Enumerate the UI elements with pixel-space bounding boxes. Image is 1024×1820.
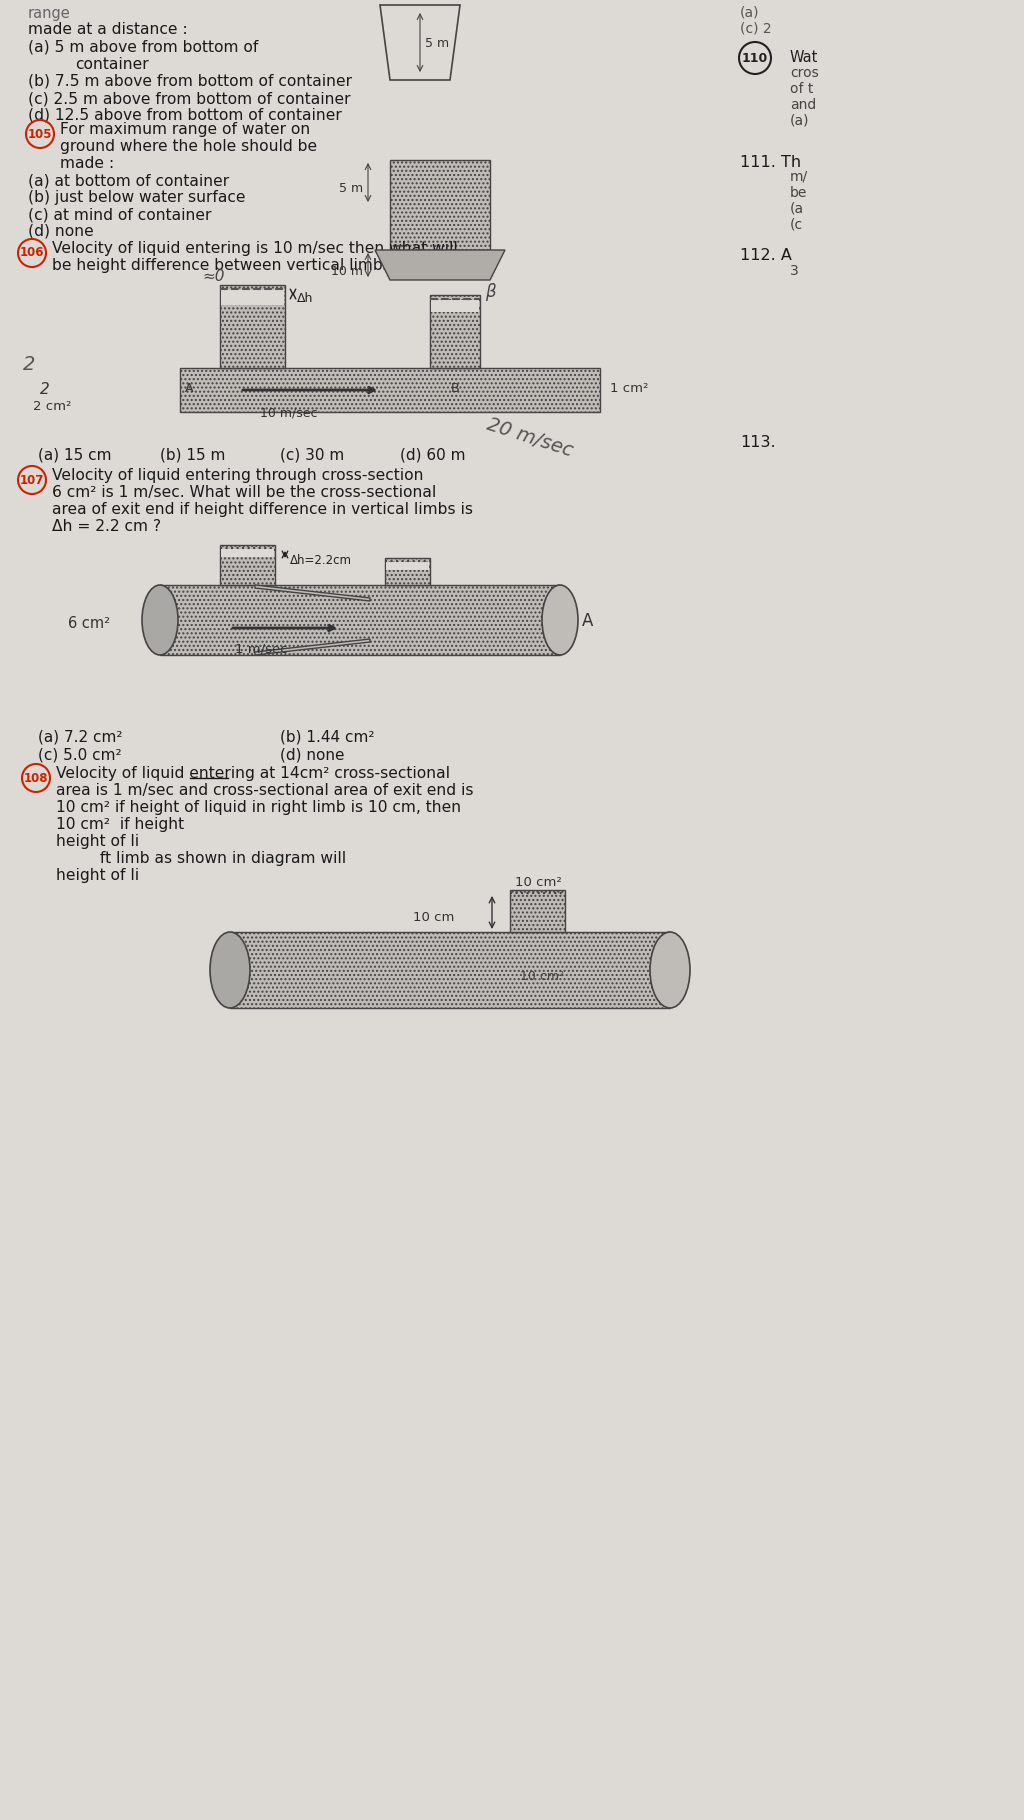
Text: (d) 12.5 above from bottom of container: (d) 12.5 above from bottom of container (28, 107, 342, 124)
Text: 10 m/sec: 10 m/sec (260, 406, 317, 419)
Text: β: β (485, 282, 496, 300)
Text: area of exit end if height difference in vertical limbs is: area of exit end if height difference in… (52, 502, 473, 517)
Text: 112. A: 112. A (740, 248, 792, 264)
Text: m/: m/ (790, 169, 808, 184)
Text: 2: 2 (40, 382, 50, 397)
Text: ground where the hole should be: ground where the hole should be (60, 138, 317, 155)
Text: Δh=2.2cm: Δh=2.2cm (290, 553, 352, 568)
Bar (220, 286, 285, 368)
Text: Velocity of liquid entering through cross-section: Velocity of liquid entering through cros… (52, 468, 424, 482)
Ellipse shape (0, 1660, 180, 1820)
Text: (c) at mind of container: (c) at mind of container (28, 207, 211, 222)
Text: Velocity of liquid entering at 14cm² cross-sectional: Velocity of liquid entering at 14cm² cro… (56, 766, 450, 781)
Bar (160, 584, 560, 655)
Text: of t: of t (790, 82, 813, 96)
Text: (b) 7.5 m above from bottom of container: (b) 7.5 m above from bottom of container (28, 75, 352, 89)
Ellipse shape (142, 584, 178, 655)
Text: 3: 3 (790, 264, 799, 278)
Text: (a): (a) (790, 115, 810, 127)
Text: A: A (582, 612, 593, 630)
Bar (230, 932, 670, 1008)
Text: 1 m/sec: 1 m/sec (234, 642, 288, 655)
Bar (510, 890, 565, 932)
Bar (431, 300, 479, 311)
Text: 2 cm²: 2 cm² (33, 400, 72, 413)
Text: ft limb as shown in diagram will: ft limb as shown in diagram will (56, 852, 346, 866)
Ellipse shape (650, 932, 690, 1008)
Text: 6 cm² is 1 m/sec. What will be the cross-sectional: 6 cm² is 1 m/sec. What will be the cross… (52, 484, 436, 500)
Bar (390, 160, 490, 249)
Text: (a) 7.2 cm²: (a) 7.2 cm² (38, 730, 123, 744)
Text: 113.: 113. (740, 435, 775, 450)
Text: Δh = 2.2 cm ?: Δh = 2.2 cm ? (52, 519, 161, 533)
Text: height of li: height of li (56, 834, 139, 848)
Text: be: be (790, 186, 807, 200)
Text: 111. Th: 111. Th (740, 155, 801, 169)
Ellipse shape (210, 932, 250, 1008)
Text: 107: 107 (19, 473, 44, 486)
Text: 10 cm: 10 cm (413, 912, 454, 925)
Polygon shape (375, 249, 505, 280)
Text: made at a distance :: made at a distance : (28, 22, 187, 36)
Text: (c) 5.0 cm²: (c) 5.0 cm² (38, 748, 122, 763)
Text: be height difference between vertical limbs ?: be height difference between vertical li… (52, 258, 404, 273)
Text: (c) 2: (c) 2 (740, 22, 772, 36)
Text: (c) 2.5 m above from bottom of container: (c) 2.5 m above from bottom of container (28, 91, 350, 106)
Text: 10 cm² if height of liquid in right limb is 10 cm, then: 10 cm² if height of liquid in right limb… (56, 801, 461, 815)
Text: Velocity of liquid entering is 10 m/sec then what will: Velocity of liquid entering is 10 m/sec … (52, 240, 458, 257)
Ellipse shape (542, 584, 578, 655)
Text: 5 m: 5 m (339, 182, 362, 195)
Bar (221, 550, 274, 557)
Text: 2: 2 (23, 355, 36, 373)
Text: height of li: height of li (56, 868, 139, 883)
Text: (a) at bottom of container: (a) at bottom of container (28, 173, 229, 187)
Text: (a) 15 cm: (a) 15 cm (38, 448, 112, 462)
Text: 10 cm²: 10 cm² (520, 970, 564, 983)
Text: area is 1 m/sec and cross-sectional area of exit end is: area is 1 m/sec and cross-sectional area… (56, 783, 473, 797)
Text: 105: 105 (28, 127, 52, 140)
Text: 10 cm²: 10 cm² (515, 875, 562, 888)
Text: 5 m: 5 m (425, 36, 450, 49)
Text: (c: (c (790, 218, 803, 231)
Text: made :: made : (60, 157, 114, 171)
Text: (a): (a) (740, 5, 760, 20)
Text: (c) 30 m: (c) 30 m (280, 448, 344, 462)
Text: (b) 15 m: (b) 15 m (160, 448, 225, 462)
Text: (d) 60 m: (d) 60 m (400, 448, 466, 462)
Bar (221, 289, 284, 306)
Text: 6 cm²: 6 cm² (68, 615, 111, 632)
Text: cros: cros (790, 66, 819, 80)
Bar (430, 295, 480, 368)
Text: 10 m: 10 m (331, 266, 362, 278)
Text: (b) 1.44 cm²: (b) 1.44 cm² (280, 730, 375, 744)
Text: range: range (28, 5, 71, 22)
Text: Δh: Δh (297, 291, 313, 306)
Text: B: B (451, 382, 460, 395)
Text: ≈0: ≈0 (202, 269, 224, 284)
Text: (d) none: (d) none (280, 748, 344, 763)
Text: 20 m/sec: 20 m/sec (484, 415, 575, 460)
Text: (b) just below water surface: (b) just below water surface (28, 189, 246, 206)
Polygon shape (255, 584, 370, 601)
Bar (220, 544, 275, 584)
Text: For maximum range of water on: For maximum range of water on (60, 122, 310, 136)
Text: (a) 5 m above from bottom of: (a) 5 m above from bottom of (28, 40, 258, 55)
Text: 106: 106 (19, 246, 44, 260)
Text: and: and (790, 98, 816, 113)
Polygon shape (255, 639, 370, 655)
Text: 1 cm²: 1 cm² (610, 382, 648, 395)
Text: (a: (a (790, 202, 804, 217)
Bar (180, 368, 600, 411)
Text: 10 cm²  if height: 10 cm² if height (56, 817, 184, 832)
Text: A: A (185, 382, 194, 395)
Text: container: container (75, 56, 148, 73)
Bar (385, 559, 430, 584)
Text: 108: 108 (24, 772, 48, 784)
Text: (d) none: (d) none (28, 224, 94, 238)
Text: 110: 110 (741, 51, 768, 64)
Text: Wat: Wat (790, 49, 818, 66)
Bar (386, 562, 429, 570)
